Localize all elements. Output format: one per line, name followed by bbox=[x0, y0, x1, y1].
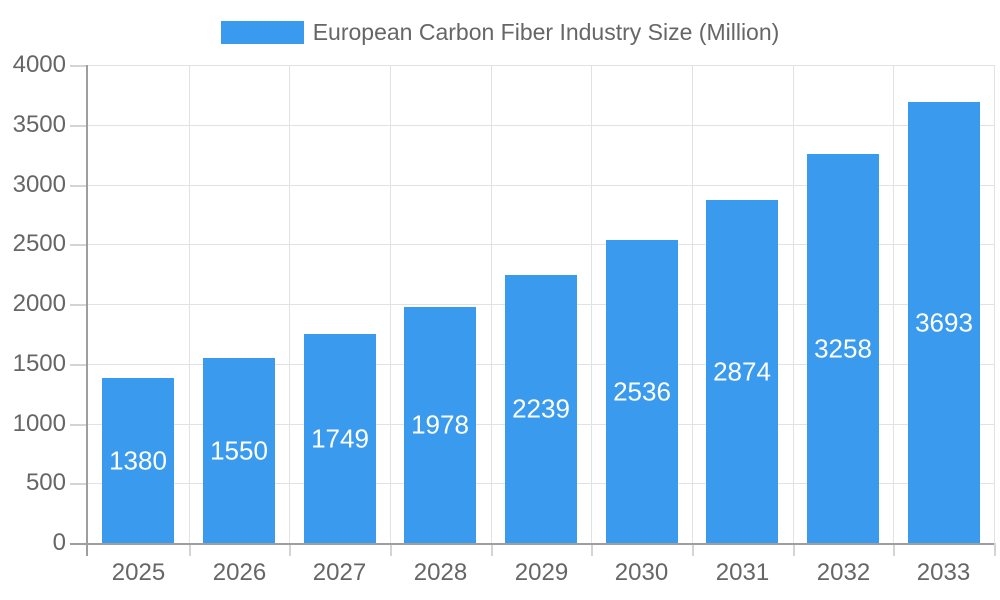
gridline-vertical bbox=[994, 65, 995, 543]
x-tick-label: 2025 bbox=[111, 559, 166, 586]
x-tick-label: 2028 bbox=[413, 559, 468, 586]
gridline-vertical bbox=[793, 65, 794, 543]
y-tick-label: 3500 bbox=[12, 111, 66, 138]
x-axis-line bbox=[86, 543, 994, 545]
bar-value-label: 1978 bbox=[411, 409, 469, 440]
x-tick-label: 2031 bbox=[715, 559, 770, 586]
bar-value-label: 1749 bbox=[311, 423, 369, 453]
y-axis-tick-mark bbox=[70, 483, 88, 485]
bar-value-label: 3693 bbox=[915, 307, 973, 337]
x-tick-label: 2029 bbox=[514, 559, 569, 586]
gridline-vertical bbox=[491, 65, 492, 543]
x-axis-tick-mark bbox=[793, 543, 795, 556]
legend-swatch bbox=[220, 20, 304, 44]
y-axis-tick-mark bbox=[70, 185, 88, 187]
bar-2028[interactable]: 1978 bbox=[404, 307, 476, 543]
x-axis-tick-mark bbox=[692, 543, 694, 556]
x-axis-tick-mark bbox=[189, 543, 191, 556]
x-tick-label: 2027 bbox=[312, 559, 367, 586]
bar-value-label: 2239 bbox=[512, 393, 570, 424]
gridline-horizontal bbox=[88, 244, 994, 245]
bar-value-label: 1550 bbox=[210, 435, 268, 465]
gridline-vertical bbox=[289, 65, 290, 543]
bar-value-label: 2874 bbox=[713, 356, 771, 386]
x-axis-tick-mark bbox=[491, 543, 493, 556]
y-tick-label: 0 bbox=[52, 529, 66, 556]
bar-2025[interactable]: 1380 bbox=[102, 378, 174, 543]
x-tick-label: 2032 bbox=[816, 559, 871, 586]
bar-2032[interactable]: 3258 bbox=[807, 154, 879, 543]
bar-2027[interactable]: 1749 bbox=[304, 334, 376, 543]
bar-value-label: 2536 bbox=[613, 376, 671, 406]
y-tick-label: 2000 bbox=[12, 290, 66, 317]
x-tick-label: 2026 bbox=[212, 559, 267, 586]
x-axis-tick-mark bbox=[289, 543, 291, 556]
gridline-horizontal bbox=[88, 125, 994, 126]
x-axis-tick-mark bbox=[994, 543, 996, 556]
y-tick-label: 1000 bbox=[12, 410, 66, 437]
gridline-horizontal bbox=[88, 185, 994, 186]
gridline-vertical bbox=[390, 65, 391, 543]
y-axis-tick-mark bbox=[70, 304, 88, 306]
y-tick-label: 2500 bbox=[12, 230, 66, 257]
legend[interactable]: European Carbon Fiber Industry Size (Mil… bbox=[0, 18, 1000, 46]
legend-label: European Carbon Fiber Industry Size (Mil… bbox=[312, 18, 780, 45]
bar-2026[interactable]: 1550 bbox=[203, 358, 275, 543]
y-tick-label: 3000 bbox=[12, 171, 66, 198]
x-tick-label: 2030 bbox=[614, 559, 669, 586]
x-axis-tick-mark bbox=[893, 543, 895, 556]
gridline-horizontal bbox=[88, 65, 994, 66]
y-axis-tick-mark bbox=[70, 125, 88, 127]
bar-2031[interactable]: 2874 bbox=[706, 200, 778, 543]
x-tick-label: 2033 bbox=[916, 559, 971, 586]
y-axis-tick-mark bbox=[70, 244, 88, 246]
bar-2029[interactable]: 2239 bbox=[505, 275, 577, 543]
gridline-vertical bbox=[591, 65, 592, 543]
y-axis-tick-mark bbox=[70, 65, 88, 67]
bar-value-label: 1380 bbox=[109, 445, 167, 475]
y-tick-label: 1500 bbox=[12, 350, 66, 377]
gridline-vertical bbox=[189, 65, 190, 543]
gridline-vertical bbox=[692, 65, 693, 543]
y-axis-line bbox=[86, 65, 88, 556]
y-tick-label: 500 bbox=[25, 469, 66, 496]
bar-2033[interactable]: 3693 bbox=[908, 102, 980, 543]
y-axis-tick-mark bbox=[70, 543, 88, 545]
bar-value-label: 3258 bbox=[814, 333, 872, 363]
y-axis-tick-mark bbox=[70, 424, 88, 426]
y-tick-label: 4000 bbox=[12, 51, 66, 78]
y-axis-tick-mark bbox=[70, 364, 88, 366]
bar-2030[interactable]: 2536 bbox=[606, 240, 678, 543]
x-axis-tick-mark bbox=[591, 543, 593, 556]
x-axis-tick-mark bbox=[390, 543, 392, 556]
gridline-vertical bbox=[893, 65, 894, 543]
